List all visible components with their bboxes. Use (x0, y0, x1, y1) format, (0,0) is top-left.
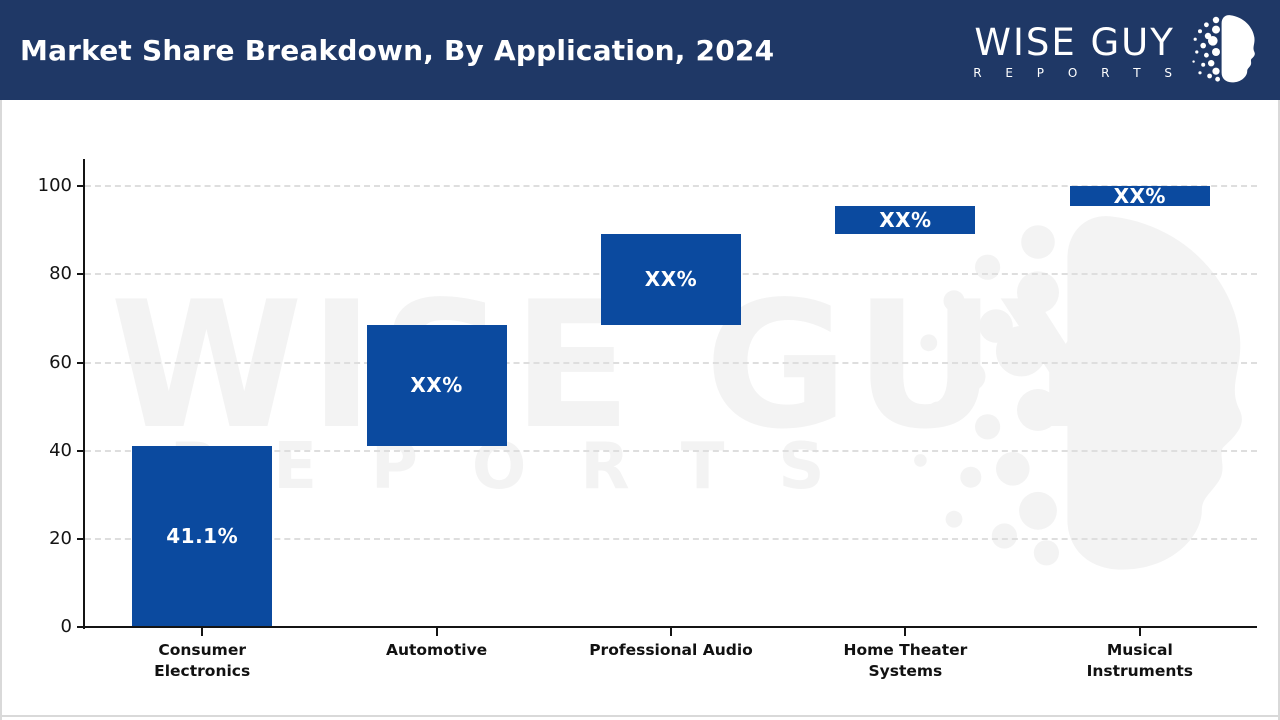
y-axis-tick-label: 20 (49, 527, 72, 549)
x-axis-tick (435, 628, 438, 636)
bar-professional-audio: XX% (601, 234, 741, 325)
bar-consumer-electronics: 41.1% (132, 445, 273, 627)
x-axis-tick (904, 628, 907, 636)
page-border-bottom (0, 715, 1280, 717)
y-axis-tick-label: 80 (49, 263, 72, 285)
gridline-60 (85, 361, 1257, 364)
y-axis-tick (77, 626, 85, 628)
gridline-100 (85, 185, 1257, 188)
y-axis-tick-label: 60 (49, 351, 72, 373)
x-axis-category-label: Musical Instruments (1086, 641, 1194, 680)
bar-value-label: XX% (1113, 184, 1166, 209)
wise-guy-reports-logo: WISE GUY R E P O R T S (967, 6, 1264, 98)
bar-value-label: XX% (644, 267, 698, 292)
watermark-text-line2: REPORTS (170, 430, 879, 504)
gridline-40 (85, 449, 1257, 452)
page-title: Market Share Breakdown, By Application, … (20, 33, 775, 67)
y-axis-line (83, 159, 85, 629)
bar-automotive: XX% (366, 324, 507, 446)
bar-value-label: XX% (879, 208, 932, 233)
x-axis-tick (1138, 628, 1141, 636)
y-axis-tick (77, 537, 85, 540)
x-axis-tick (670, 628, 672, 636)
y-axis-tick-label: 0 (60, 616, 72, 637)
x-axis-tick (201, 628, 204, 636)
gridline-20 (85, 537, 1257, 540)
watermark-head-icon (870, 190, 1280, 630)
y-axis-tick (77, 273, 85, 276)
bar-home-theater-systems: XX% (835, 206, 976, 235)
y-axis-tick (77, 185, 85, 188)
bar-value-label: XX% (410, 373, 463, 398)
logo-wordmark: WISE GUY (974, 21, 1175, 65)
x-axis-category-label: Automotive (385, 641, 488, 659)
logo-text: WISE GUY R E P O R T S (967, 21, 1182, 80)
logo-head-icon (1184, 10, 1264, 94)
y-axis-tick-label: 40 (49, 439, 72, 461)
x-axis-line (83, 626, 1257, 628)
x-axis-category-label: Professional Audio (589, 641, 753, 659)
bar-value-label: 41.1% (166, 524, 239, 549)
y-axis-tick-label: 100 (37, 175, 72, 197)
header-bar: Market Share Breakdown, By Application, … (0, 0, 1280, 100)
page-border-right (1278, 100, 1280, 720)
x-axis-category-label: Consumer Electronics (154, 641, 251, 680)
bar-musical-instruments: XX% (1069, 184, 1210, 209)
x-axis-category-label: Home Theater Systems (843, 641, 968, 680)
page-border-left (0, 100, 2, 720)
y-axis-tick (77, 449, 85, 452)
logo-subtitle: R E P O R T S (973, 65, 1182, 80)
y-axis-tick (77, 361, 85, 364)
